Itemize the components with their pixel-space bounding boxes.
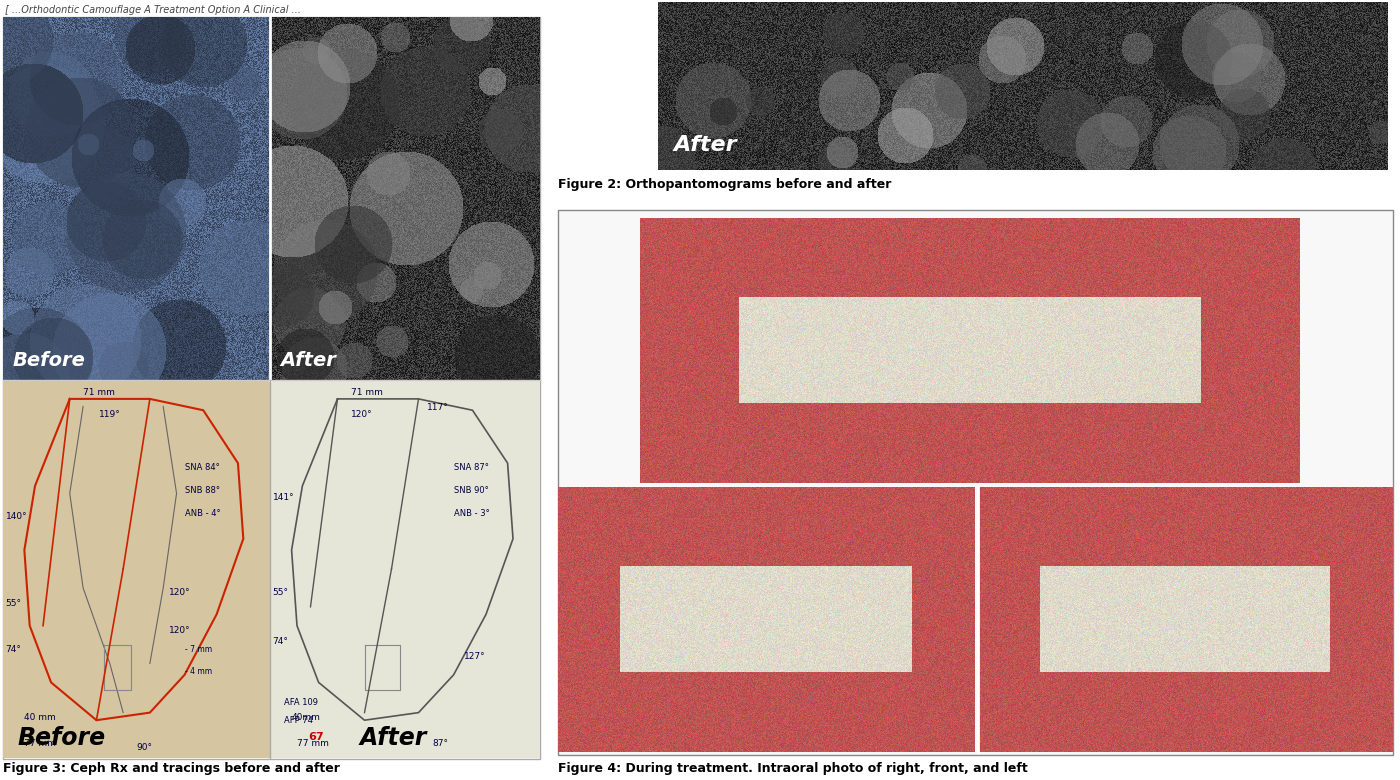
Text: ANB - 3°: ANB - 3° [454,509,490,517]
Bar [3,17,540,759]
Text: AFP 74: AFP 74 [283,716,312,725]
Text: 87°: 87° [433,739,448,748]
Text: 40mm: 40mm [291,713,321,722]
Bar [559,210,1393,755]
Text: Figure 2: Orthopantomograms before and after: Figure 2: Orthopantomograms before and a… [559,178,892,191]
Text: After: After [360,726,427,750]
Text: 120°: 120° [351,410,372,419]
Bar [559,210,1393,755]
Text: Figure 4: During treatment. Intraoral photo of right, front, and left: Figure 4: During treatment. Intraoral ph… [559,762,1028,775]
Text: SNA 84°: SNA 84° [185,463,220,472]
Text: 40 mm: 40 mm [24,713,56,722]
Text: 120°: 120° [168,626,190,635]
Text: 55°: 55° [6,599,21,608]
Text: 120°: 120° [168,588,190,597]
Text: [ ...Orthodontic Camouflage A Treatment Option A Clinical ...: [ ...Orthodontic Camouflage A Treatment … [6,5,301,15]
Text: SNA 87°: SNA 87° [454,463,489,472]
Text: AFA 109: AFA 109 [283,697,318,707]
Text: 140°: 140° [6,512,27,521]
Text: - 7 mm: - 7 mm [185,644,211,654]
Text: SNB 88°: SNB 88° [185,486,220,495]
Text: Figure 3: Ceph Rx and tracings before and after: Figure 3: Ceph Rx and tracings before an… [3,762,340,775]
Text: 67: 67 [308,732,323,742]
Text: 71 mm: 71 mm [83,388,115,396]
Bar [3,380,270,758]
Text: Before: Before [18,726,106,750]
Text: 74°: 74° [273,637,288,646]
Text: 74°: 74° [6,644,21,654]
Text: SNB 90°: SNB 90° [454,486,489,495]
Text: 90°: 90° [137,743,153,752]
Text: After: After [280,351,336,370]
Text: ANB - 4°: ANB - 4° [185,509,220,517]
Text: 77 mm: 77 mm [297,739,329,748]
Text: 117°: 117° [427,402,448,412]
Text: After: After [673,135,736,155]
Text: 77 mm: 77 mm [24,739,56,748]
Text: 71 mm: 71 mm [351,388,382,396]
Text: - 4 mm: - 4 mm [185,667,211,676]
Text: 119°: 119° [99,410,120,419]
Text: 55°: 55° [273,588,288,597]
Text: 127°: 127° [465,652,486,661]
Bar [270,380,540,758]
Text: 141°: 141° [273,494,294,502]
Text: Before: Before [13,351,85,370]
